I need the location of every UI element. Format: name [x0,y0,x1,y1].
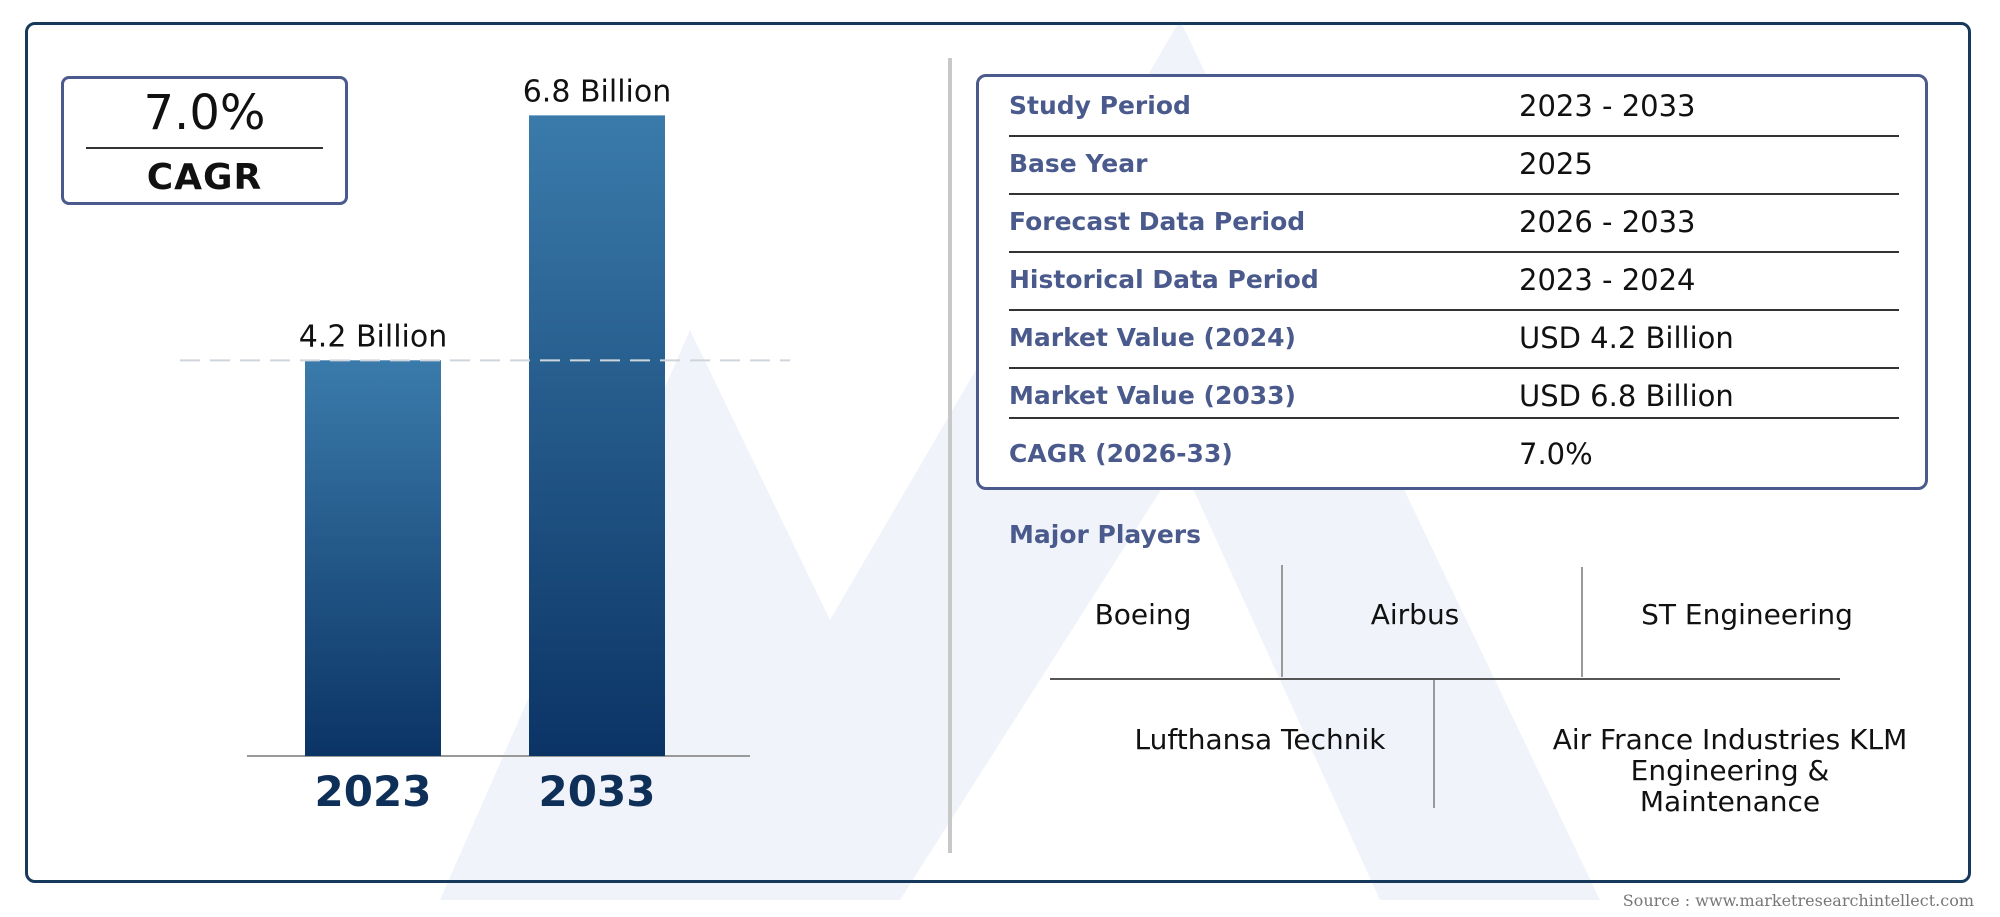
cagr-box: 7.0% CAGR [61,76,348,205]
cagr-label: CAGR [146,157,263,198]
player-separator [1581,567,1583,677]
source-credit: Source : www.marketresearchintellect.com [1622,891,1974,910]
table-row: Study Period 2023 - 2033 [1009,77,1899,137]
table-row-label: Study Period [1009,91,1191,120]
table-row-value: USD 4.2 Billion [1519,321,1734,355]
table-row: Base Year 2025 [1009,135,1899,195]
table-row-value: USD 6.8 Billion [1519,379,1734,413]
player-separator [1281,565,1283,677]
table-row: Market Value (2024) USD 4.2 Billion [1009,309,1899,369]
player-name: ST Engineering [1641,598,1853,631]
players-row-divider [1050,678,1840,680]
cagr-value: 7.0% [143,85,266,141]
table-row-label: Base Year [1009,149,1148,178]
x-tick-label: 2033 [539,767,656,816]
bar-chart: 4.2 Billion 2023 6.8 Billion 2033 [180,74,790,816]
infographic-frame [25,22,1971,883]
player-separator [1433,680,1435,808]
vertical-divider [948,58,952,853]
player-name: Air France Industries KLM Engineering & … [1552,723,1908,818]
major-players-title: Major Players [1009,520,1201,549]
cagr-divider [86,147,323,149]
bar-data-label: 4.2 Billion [299,319,448,354]
player-name: Boeing [1094,598,1192,631]
summary-table: Study Period 2023 - 2033 Base Year 2025 Fore… [976,74,1928,490]
bar-data-label: 6.8 Billion [523,74,672,109]
table-row: Market Value (2033) USD 6.8 Billion [1009,367,1899,419]
bar-2033 [529,115,665,757]
table-row-label: Market Value (2024) [1009,323,1296,352]
table-row-label: Historical Data Period [1009,265,1319,294]
table-row-value: 2023 - 2024 [1519,263,1696,297]
table-row-value: 2025 [1519,147,1593,181]
table-row-label: Market Value (2033) [1009,381,1296,410]
table-row: Historical Data Period 2023 - 2024 [1009,251,1899,311]
player-name: Lufthansa Technik [1134,723,1386,756]
table-row-value: 2026 - 2033 [1519,205,1696,239]
bar-2023 [305,360,441,756]
x-tick-label: 2023 [315,767,432,816]
table-row-value: 2023 - 2033 [1519,89,1696,123]
table-row: Forecast Data Period 2026 - 2033 [1009,193,1899,253]
table-row-label: CAGR (2026-33) [1009,439,1233,468]
table-row: CAGR (2026-33) 7.0% [1009,425,1899,483]
table-row-label: Forecast Data Period [1009,207,1306,236]
table-row-value: 7.0% [1519,437,1593,471]
player-name: Airbus [1370,598,1460,631]
